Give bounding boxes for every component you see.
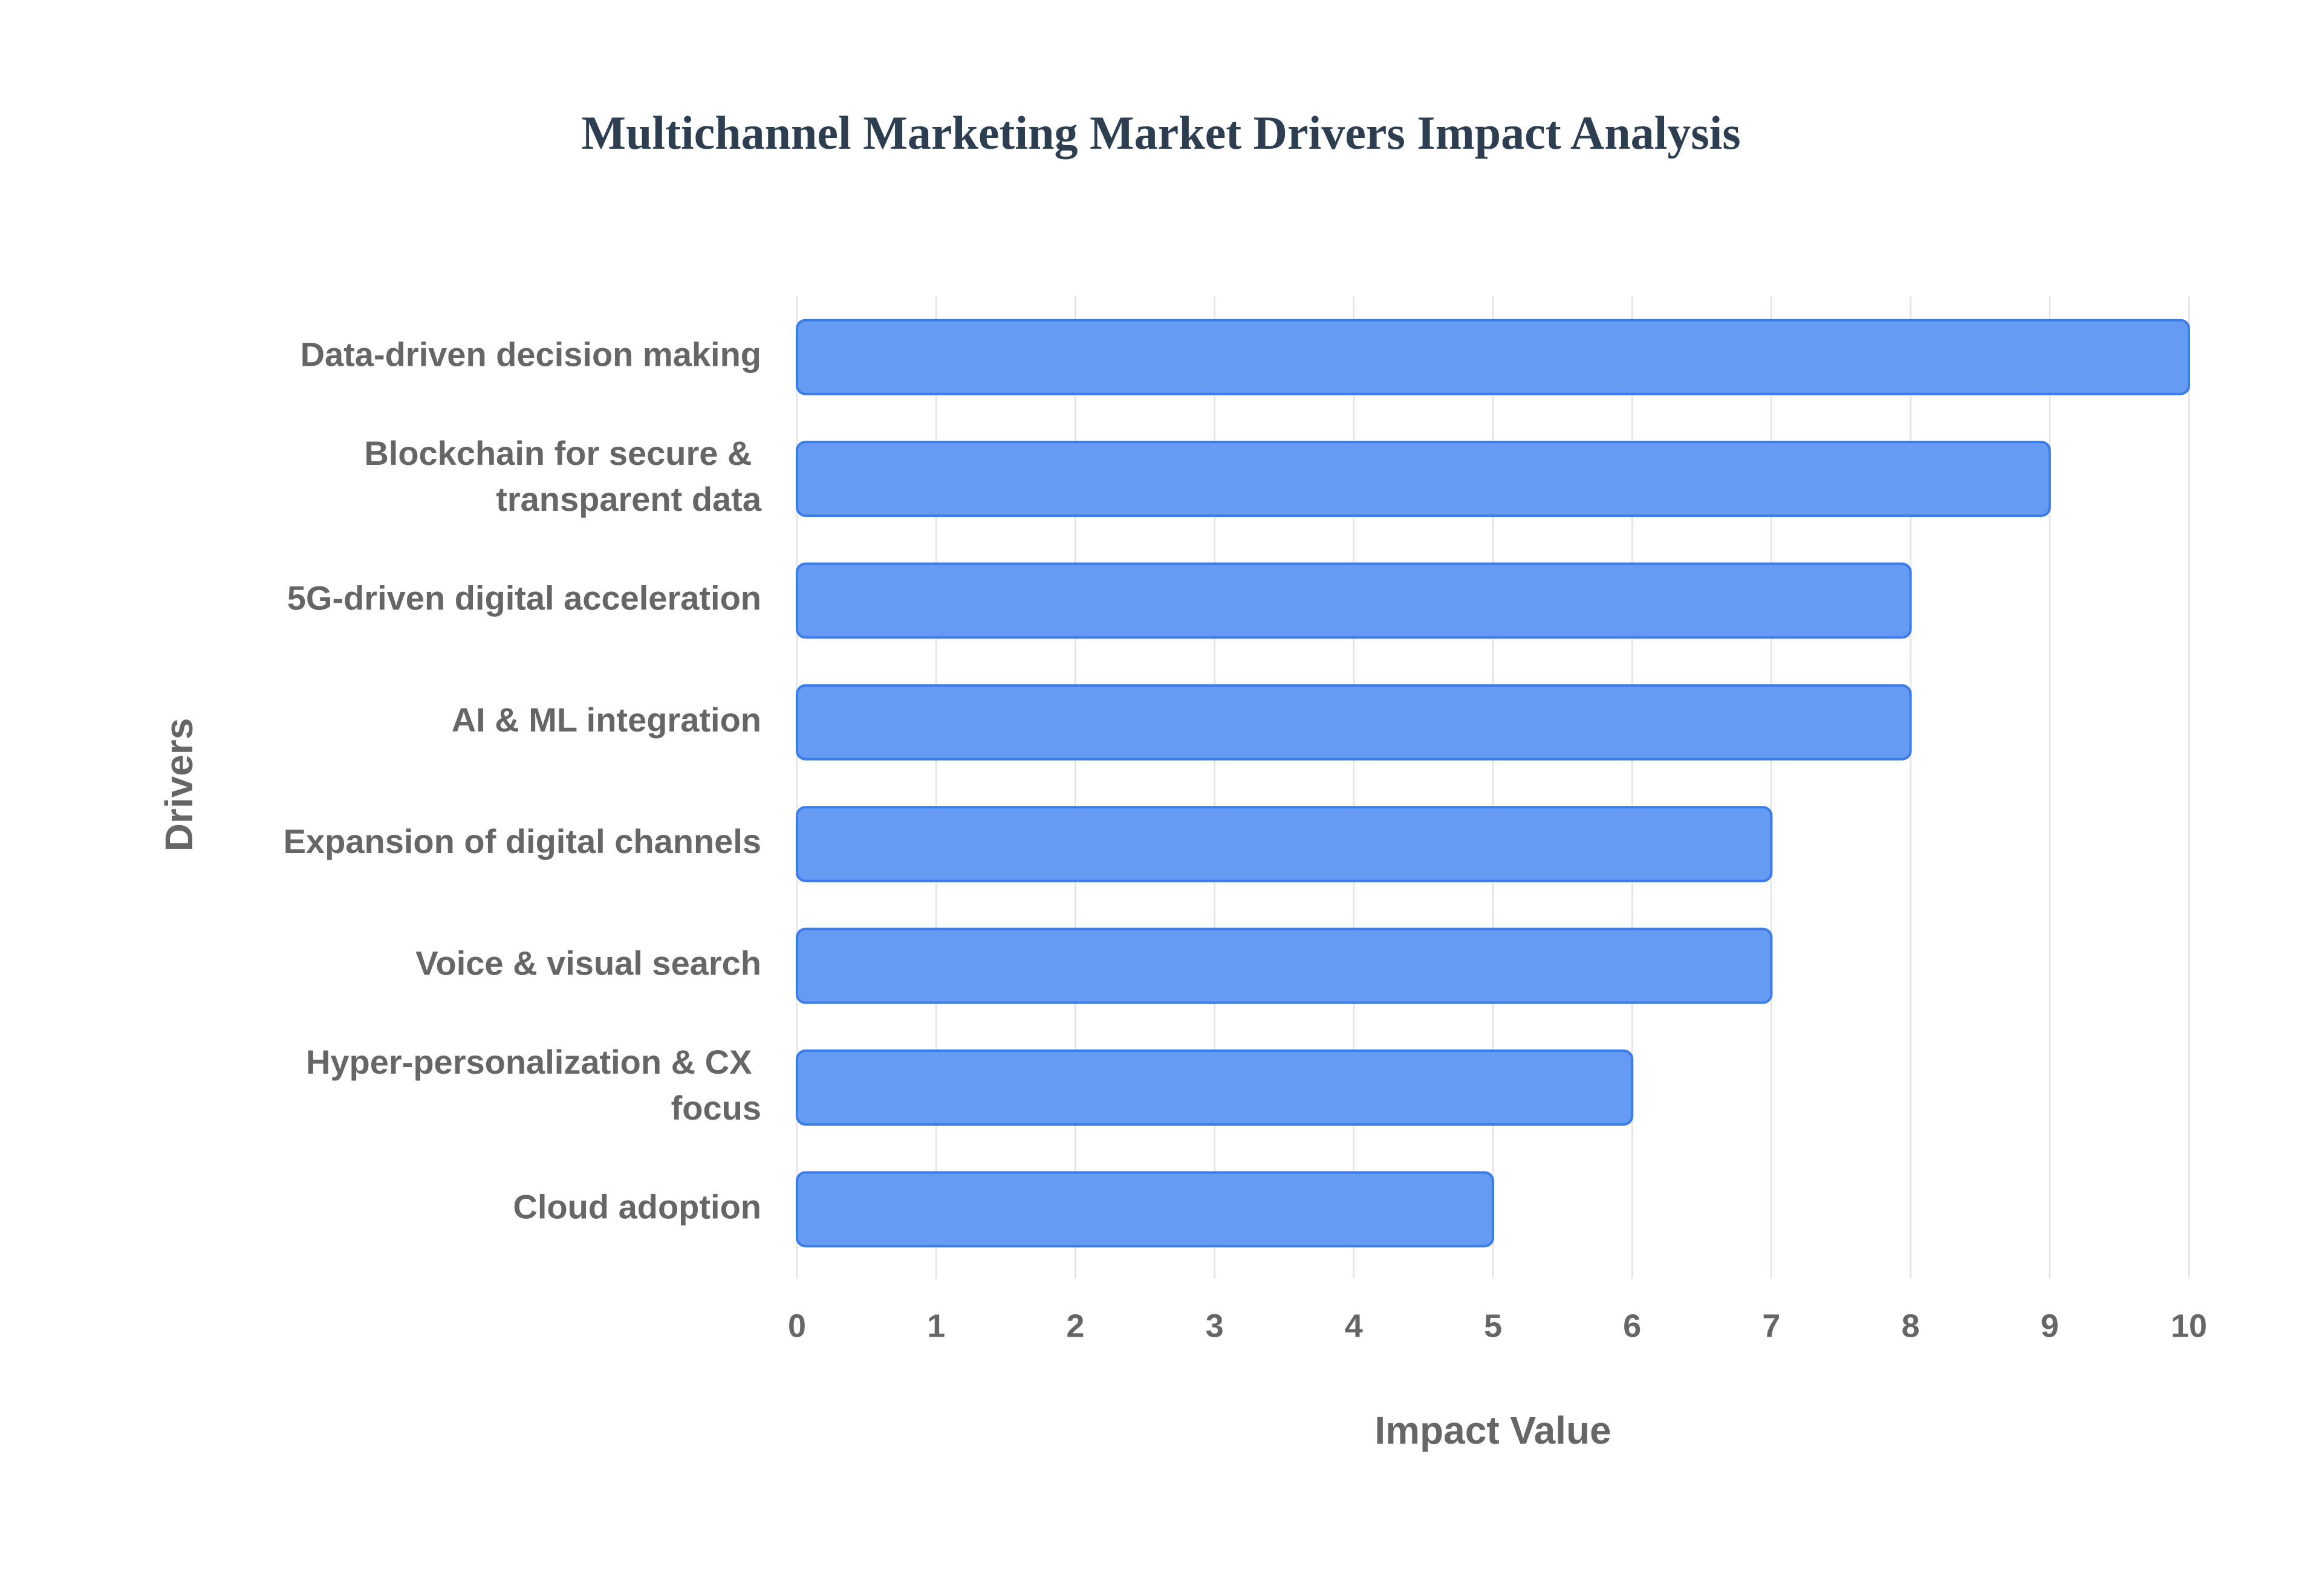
- x-tick-label: 3: [1206, 1308, 1224, 1344]
- bar: [796, 684, 1912, 761]
- bar: [796, 319, 2190, 395]
- x-axis-title: Impact Value: [1374, 1409, 1611, 1452]
- bar: [796, 562, 1912, 639]
- bar: [796, 927, 1773, 1004]
- chart-title: Multichannel Marketing Market Drivers Im…: [581, 106, 1740, 159]
- x-tick-label: 0: [788, 1308, 806, 1344]
- x-tick-label: 5: [1484, 1308, 1502, 1344]
- y-tick-label: 5G-driven digital acceleration: [287, 579, 761, 617]
- bar: [796, 1049, 1634, 1126]
- bar: [796, 806, 1773, 883]
- y-axis-title: Drivers: [157, 718, 201, 852]
- x-tick-label: 9: [2041, 1308, 2059, 1344]
- x-tick-label: 1: [927, 1308, 945, 1344]
- y-tick-label: Cloud adoption: [513, 1187, 761, 1225]
- y-tick-label: AI & ML integration: [452, 701, 761, 739]
- x-tick-label: 10: [2171, 1308, 2207, 1344]
- y-tick-label: Data-driven decision making: [301, 335, 761, 373]
- x-tick-label: 4: [1345, 1308, 1363, 1344]
- x-tick-label: 2: [1066, 1308, 1084, 1344]
- bar: [796, 441, 2051, 517]
- y-tick-label: Blockchain for secure & transparent data: [364, 434, 762, 518]
- y-tick-label: Expansion of digital channels: [284, 822, 761, 860]
- bar: [796, 1171, 1494, 1248]
- x-tick-label: 7: [1762, 1308, 1780, 1344]
- y-tick-label: Voice & visual search: [415, 944, 761, 982]
- x-tick-label: 6: [1623, 1308, 1641, 1344]
- x-tick-label: 8: [1902, 1308, 1920, 1344]
- y-tick-label: Hyper-personalization & CX focus: [306, 1043, 761, 1127]
